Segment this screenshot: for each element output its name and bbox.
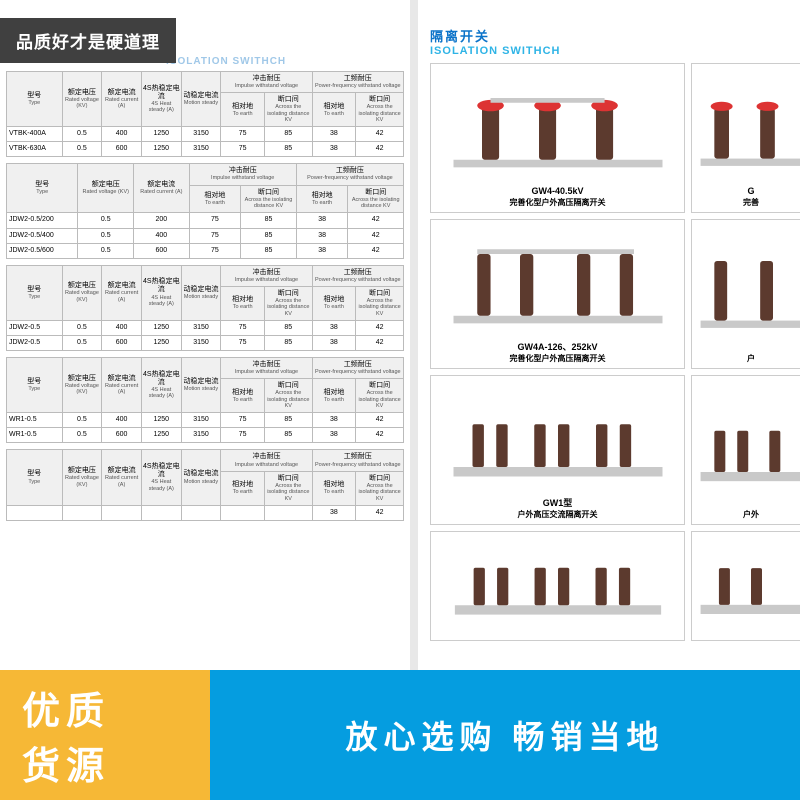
- table-row: JDW2-0.5/2000.520075853842: [7, 213, 404, 228]
- footer-right-text: 放心选购 畅销当地: [346, 712, 665, 758]
- product-code: G: [747, 186, 754, 197]
- product-card-partial: 户外: [691, 375, 800, 525]
- table-row: WR1-0.50.54001250315075853842: [7, 413, 404, 428]
- product-image-icon: [435, 224, 680, 340]
- spec-table-1: 型号Type 额定电压Rated voltage (KV) 额定电流Rated …: [6, 71, 404, 157]
- spec-table-5: 型号Type 额定电压Rated voltage (KV) 额定电流Rated …: [6, 449, 404, 520]
- footer-left: 优质 货源: [0, 670, 210, 800]
- table-row: WR1-0.50.56001250315075853842: [7, 428, 404, 443]
- product-image-icon: [435, 536, 680, 636]
- right-title-cn: 隔离开关: [430, 26, 800, 45]
- product-desc: 户外: [743, 509, 759, 520]
- footer-left-line1: 优质: [22, 680, 210, 735]
- right-title-en: ISOLATION SWITHCH: [430, 45, 800, 57]
- product-desc: 完善化型户外高压隔离开关: [510, 353, 606, 364]
- spec-table-4: 型号Type 额定电压Rated voltage (KV) 额定电流Rated …: [6, 357, 404, 443]
- table-row: VTBK-630A0.56001250315075853842: [7, 142, 404, 157]
- product-image-icon: [696, 536, 800, 636]
- table-row: 3842: [7, 505, 404, 520]
- product-card: GW4A-126、252kV 完善化型户外高压隔离开关: [430, 219, 685, 369]
- product-desc: 户: [747, 353, 755, 364]
- product-card-partial: [691, 531, 800, 641]
- product-image-icon: [696, 68, 800, 184]
- footer-right: 放心选购 畅销当地: [210, 670, 800, 800]
- banner-text: 品质好才是硬道理: [16, 33, 160, 52]
- catalog-page: ISOLATION SWITHCH 型号Type 额定电压Rated volta…: [0, 0, 800, 720]
- table-row: JDW2-0.50.54001250315075853842: [7, 320, 404, 335]
- marketing-footer: 优质 货源 放心选购 畅销当地: [0, 670, 800, 800]
- product-card-partial: 户: [691, 219, 800, 369]
- product-card: GW1型 户外高压交流隔离开关: [430, 375, 685, 525]
- product-image-icon: [435, 68, 680, 184]
- table-row: JDW2-0.5/6000.560075853842: [7, 243, 404, 258]
- product-column: 隔离开关 ISOLATION SWITHCH: [410, 0, 800, 720]
- product-image-icon: [435, 380, 680, 496]
- product-card: [430, 531, 685, 641]
- table-row: JDW2-0.5/4000.540075853842: [7, 228, 404, 243]
- product-image-icon: [696, 380, 800, 509]
- spec-table-3: 型号Type 额定电压Rated voltage (KV) 额定电流Rated …: [6, 265, 404, 351]
- spec-tables-column: ISOLATION SWITHCH 型号Type 额定电压Rated volta…: [0, 0, 410, 720]
- product-card: GW4-40.5kV 完善化型户外高压隔离开关: [430, 63, 685, 213]
- left-title-en: ISOLATION SWITHCH: [166, 56, 404, 67]
- product-image-icon: [696, 224, 800, 353]
- product-desc: 户外高压交流隔离开关: [518, 509, 598, 520]
- table-row: VTBK-400A0.54001250315075853842: [7, 127, 404, 142]
- product-desc: 完善: [743, 197, 759, 208]
- product-code: GW1型: [543, 498, 573, 509]
- product-grid: GW4-40.5kV 完善化型户外高压隔离开关 G 完善: [430, 63, 800, 641]
- footer-left-line2: 货源: [22, 735, 210, 790]
- product-code: GW4A-126、252kV: [517, 342, 597, 353]
- spec-table-2: 型号Type 额定电压Rated voltage (KV) 额定电流Rated …: [6, 163, 404, 258]
- table-row: JDW2-0.50.56001250315075853842: [7, 336, 404, 351]
- quality-banner: 品质好才是硬道理: [0, 18, 176, 63]
- product-desc: 完善化型户外高压隔离开关: [510, 197, 606, 208]
- product-code: GW4-40.5kV: [531, 186, 583, 197]
- product-card-partial: G 完善: [691, 63, 800, 213]
